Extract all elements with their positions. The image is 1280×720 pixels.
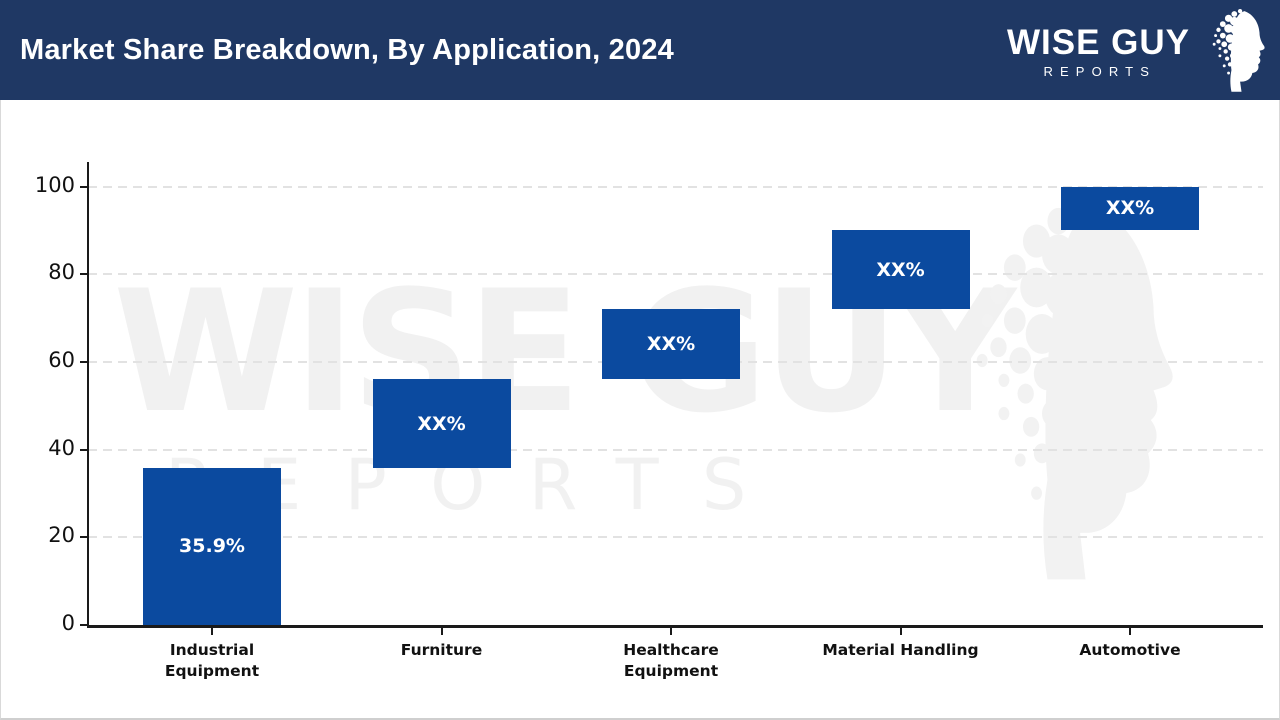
bar-value-label: 35.9% [179,535,245,558]
plot-area: 0 20 40 60 80 100 35.9% Industrial Equipment XX%… [1,100,1279,718]
x-tick-label-material-handling: Material Handling [822,641,979,659]
chart-canvas: WISE GUY REPORTS 0 20 40 60 80 100 35.9% Indust… [0,100,1280,720]
gridline-80 [88,273,1263,276]
gridline-100 [88,185,1263,188]
x-tickmark-furniture [440,627,443,635]
chart-title: Market Share Breakdown, By Application, … [20,33,674,66]
gridline-20 [88,536,1263,539]
bar-healthcare-equipment: XX% [602,309,740,380]
y-axis-line [87,162,89,627]
y-tick-label: 60 [48,347,75,372]
y-tick-label: 0 [61,611,75,635]
y-tickmark-20 [80,536,88,539]
x-tick-label-automotive: Automotive [1079,641,1181,659]
bar-automotive: XX% [1061,186,1199,231]
x-tick-label-furniture: Furniture [400,641,483,659]
y-tick-label: 40 [48,435,75,460]
y-tickmark-80 [80,273,88,276]
x-tick-label-industrial-equipment: Industrial Equipment [164,641,260,681]
y-tickmark-40 [80,448,88,451]
logo-primary-text: WISE GUY [1006,23,1190,62]
x-tickmark-healthcare-equipment [670,627,672,635]
x-tickmark-material-handling [899,627,902,635]
bar-value-label: XX% [646,333,696,356]
bar-value-label: XX% [417,412,466,435]
x-tick-label-healthcare-equipment: Healthcare Equipment [623,641,719,681]
logo-wordmark: WISE GUY REPORTS [1007,25,1190,79]
header-bar: Market Share Breakdown, By Application, … [0,0,1280,100]
bar-material-handling: XX% [831,230,970,310]
y-tick-label: 100 [34,172,75,197]
y-tickmark-100 [80,185,88,188]
x-tickmark-automotive [1129,627,1131,635]
y-tickmark-60 [80,360,88,363]
x-tickmark-industrial-equipment [211,627,213,635]
y-tickmark-0 [80,624,88,626]
y-tick-label: 20 [48,523,75,548]
gridline-40 [88,448,1263,451]
x-axis-line [87,625,1263,628]
logo-head-icon [1194,6,1266,94]
y-tick-label: 80 [48,260,75,285]
bar-industrial-equipment: 35.9% [143,467,281,625]
bar-furniture: XX% [372,379,511,468]
bar-value-label: XX% [876,258,925,281]
wise-guy-logo: WISE GUY REPORTS [1007,0,1266,100]
bar-value-label: XX% [1105,197,1155,220]
logo-secondary-text: REPORTS [1043,64,1157,79]
